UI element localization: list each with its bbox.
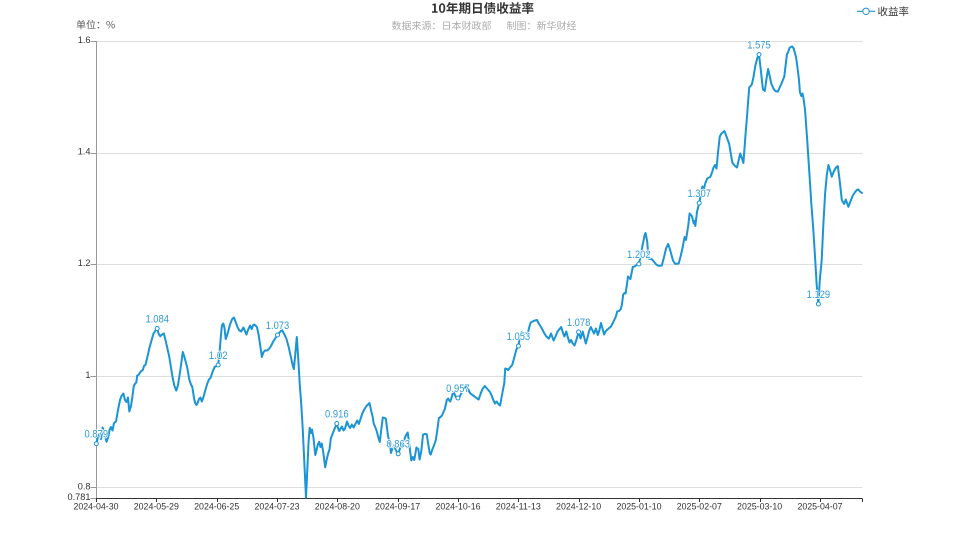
svg-text:2024-11-13: 2024-11-13 [496,502,541,512]
svg-text:0.8: 0.8 [78,481,91,491]
svg-text:2024-07-23: 2024-07-23 [254,502,299,512]
svg-text:1.2: 1.2 [78,258,91,268]
svg-text:0.957: 0.957 [446,383,470,395]
svg-text:1.575: 1.575 [747,39,771,51]
svg-text:1: 1 [85,370,90,380]
svg-text:1.084: 1.084 [145,313,169,325]
svg-text:1.129: 1.129 [807,289,831,301]
svg-text:1.6: 1.6 [78,35,91,45]
svg-text:1.307: 1.307 [687,188,711,200]
svg-text:2025-04-07: 2025-04-07 [797,502,842,512]
svg-text:2025-01-10: 2025-01-10 [616,502,661,512]
svg-text:2024-10-16: 2024-10-16 [435,502,480,512]
svg-text:2024-08-20: 2024-08-20 [315,502,360,512]
svg-text:2024-04-30: 2024-04-30 [73,502,118,512]
svg-text:0.863: 0.863 [386,439,410,451]
svg-text:2024-06-25: 2024-06-25 [194,502,239,512]
svg-text:1.073: 1.073 [266,320,290,332]
svg-text:1.4: 1.4 [78,147,91,157]
svg-text:2024-09-17: 2024-09-17 [375,502,420,512]
svg-text:2024-12-10: 2024-12-10 [556,502,601,512]
svg-text:1.078: 1.078 [567,317,591,329]
svg-text:2024-05-29: 2024-05-29 [134,502,179,512]
svg-text:0.916: 0.916 [325,408,349,420]
svg-text:2025-03-10: 2025-03-10 [737,502,782,512]
svg-text:2025-02-07: 2025-02-07 [677,502,722,512]
svg-text:1.202: 1.202 [627,249,651,261]
svg-text:0.781: 0.781 [68,492,91,502]
svg-text:1.02: 1.02 [209,350,228,362]
svg-text:1.053: 1.053 [507,331,531,343]
svg-text:0.879: 0.879 [85,429,109,441]
